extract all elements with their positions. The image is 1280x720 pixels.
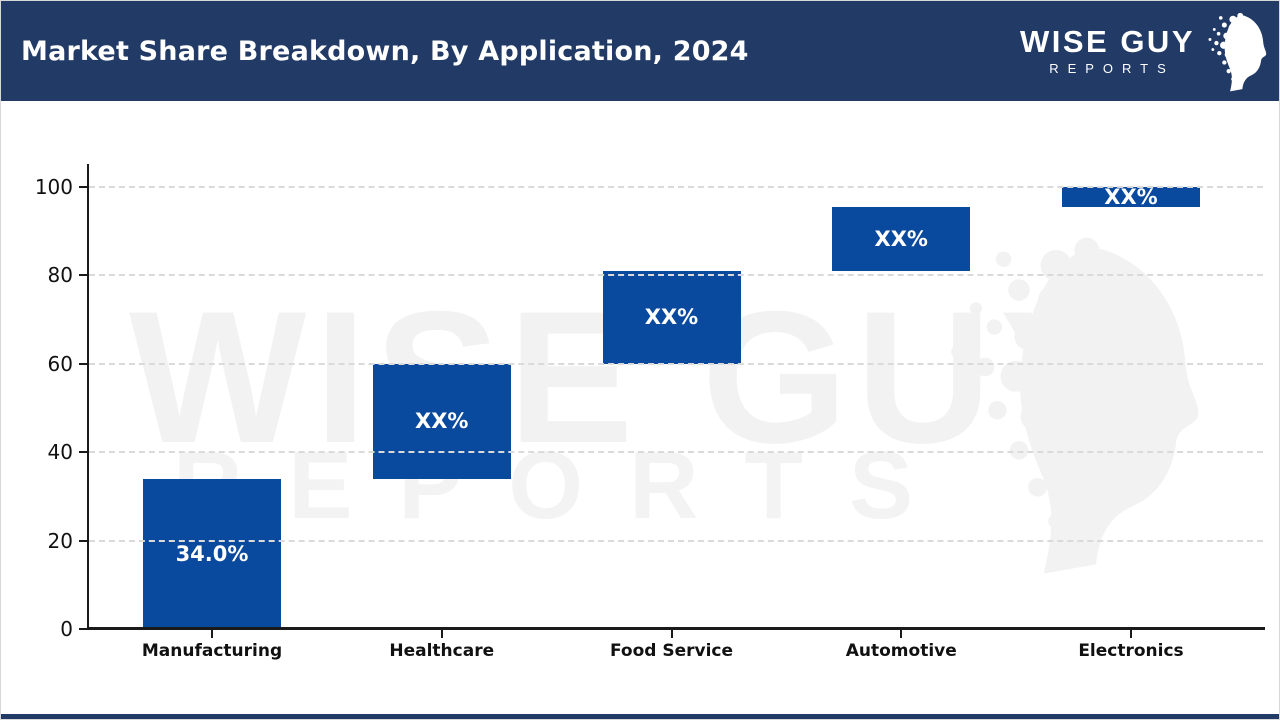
y-tick-mark-20 [79, 539, 87, 542]
footer-bar [1, 714, 1279, 719]
gridline-60 [89, 362, 1263, 365]
bar-value-label: XX% [1104, 184, 1158, 209]
watermark-subtext: REPORTS [173, 432, 960, 539]
wiseguy-logo: WISE GUY REPORTS [1020, 7, 1269, 95]
watermark-head-icon [951, 237, 1199, 574]
category-label-0: Manufacturing [141, 641, 283, 661]
logo-wordmark: WISE GUY [1019, 23, 1195, 59]
x-tick-mark-3 [900, 630, 903, 638]
logo-head-icon [1208, 12, 1267, 92]
y-tick-label-100: 100 [34, 175, 73, 199]
y-tick-mark-0 [79, 628, 87, 630]
logo-subtext: REPORTS [1049, 61, 1175, 77]
category-label-3: Automotive [845, 641, 957, 661]
x-axis-line [87, 627, 1265, 630]
category-label-1: Healthcare [389, 641, 495, 661]
gridline-40 [89, 451, 1263, 454]
y-axis-line [87, 164, 89, 629]
bar-value-label: XX% [644, 305, 699, 330]
gridline-80 [89, 274, 1263, 277]
gridline-20 [89, 539, 1263, 542]
y-tick-label-40: 40 [47, 440, 73, 465]
bar-value-label: XX% [415, 409, 469, 434]
y-tick-label-60: 60 [47, 351, 73, 376]
y-tick-label-20: 20 [47, 528, 73, 553]
logo-text: WISE GUY REPORTS [1019, 23, 1195, 77]
gridline-100 [89, 186, 1263, 188]
header: Market Share Breakdown, By Application, … [1, 1, 1279, 101]
y-tick-mark-40 [79, 451, 87, 454]
x-tick-mark-2 [670, 630, 673, 638]
y-tick-mark-60 [79, 362, 87, 365]
y-tick-mark-100 [79, 186, 87, 188]
bar-food-service: XX% [602, 270, 741, 364]
x-tick-mark-1 [440, 630, 443, 638]
x-tick-mark-0 [211, 630, 213, 638]
bar-value-label: XX% [874, 226, 928, 251]
bar-manufacturing: 34.0% [143, 478, 281, 629]
y-tick-mark-80 [79, 274, 87, 277]
bar-automotive: XX% [832, 206, 971, 271]
bar-healthcare: XX% [372, 363, 511, 479]
bar-electronics: XX% [1062, 184, 1200, 209]
x-tick-mark-4 [1130, 630, 1132, 638]
y-tick-label-0: 0 [60, 617, 73, 641]
category-label-4: Electronics [1078, 641, 1184, 661]
y-tick-label-80: 80 [47, 263, 73, 288]
page-title: Market Share Breakdown, By Application, … [21, 35, 749, 67]
bar-value-label: 34.0% [175, 541, 249, 566]
category-label-2: Food Service [609, 641, 734, 661]
